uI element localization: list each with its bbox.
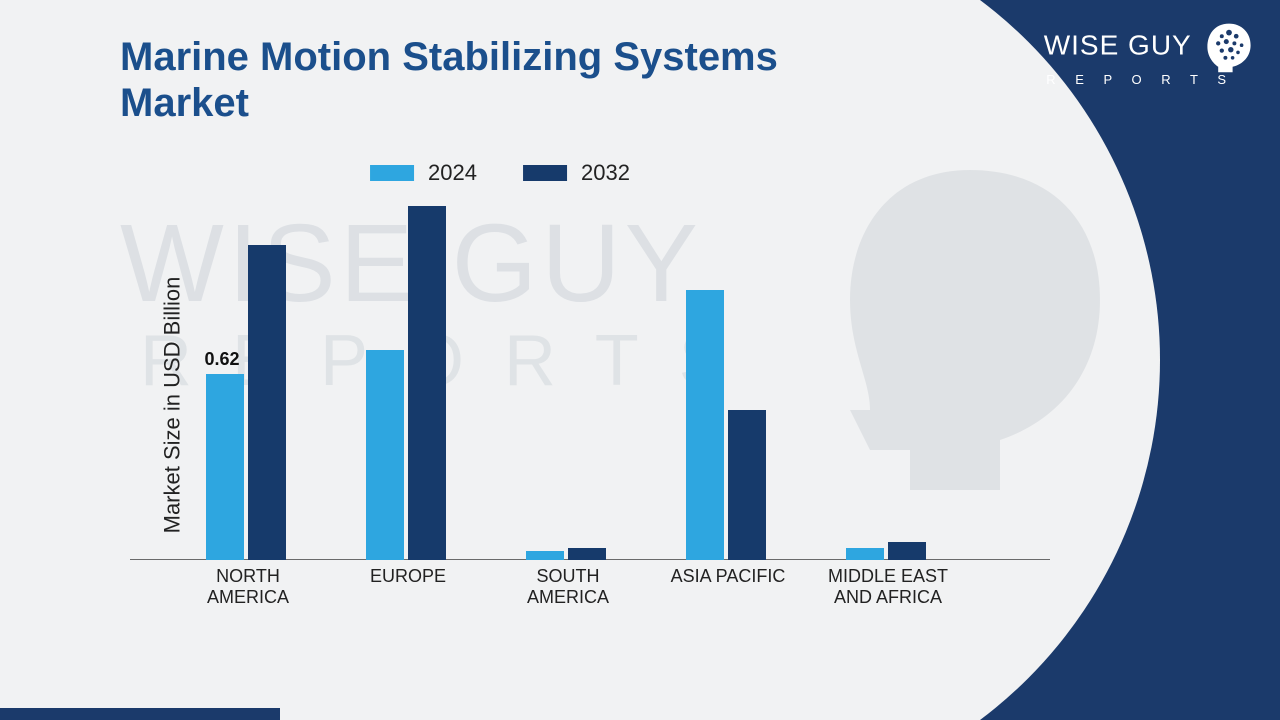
- plot-area: 0.62NORTH AMERICAEUROPESOUTH AMERICAASIA…: [130, 200, 910, 560]
- bar: [408, 206, 446, 560]
- legend-label-2024: 2024: [428, 160, 477, 186]
- legend-label-2032: 2032: [581, 160, 630, 186]
- bar: [686, 290, 724, 560]
- bar: [248, 245, 286, 560]
- category-label: ASIA PACIFIC: [663, 566, 793, 587]
- bar: [568, 548, 606, 560]
- brand-head-icon: [1202, 20, 1256, 74]
- category-label: MIDDLE EAST AND AFRICA: [823, 566, 953, 607]
- category-label: EUROPE: [343, 566, 473, 587]
- bar-chart: Market Size in USD Billion 2024 2032 0.6…: [90, 160, 910, 650]
- category-label: SOUTH AMERICA: [503, 566, 633, 607]
- brand-main-text: WISE GUY: [1044, 29, 1192, 60]
- footer-accent-bar: [0, 708, 280, 720]
- right-panel: [960, 0, 1280, 720]
- legend-item-2024: 2024: [370, 160, 477, 186]
- category-label: NORTH AMERICA: [183, 566, 313, 607]
- bar: [526, 551, 564, 560]
- bar: [846, 548, 884, 560]
- bar: [888, 542, 926, 560]
- brand-sub-text: R E P O R T S: [1044, 72, 1234, 87]
- legend-swatch-2032: [523, 165, 567, 181]
- legend: 2024 2032: [370, 160, 630, 186]
- bar: [366, 350, 404, 560]
- legend-swatch-2024: [370, 165, 414, 181]
- bar-value-label: 0.62: [192, 349, 252, 370]
- chart-title: Marine Motion Stabilizing Systems Market: [120, 34, 850, 126]
- brand-logo: WISE GUY R E P O R T S: [1044, 20, 1256, 87]
- bar: [728, 410, 766, 560]
- circle-cutout: [960, 0, 1160, 720]
- bar: [206, 374, 244, 560]
- legend-item-2032: 2032: [523, 160, 630, 186]
